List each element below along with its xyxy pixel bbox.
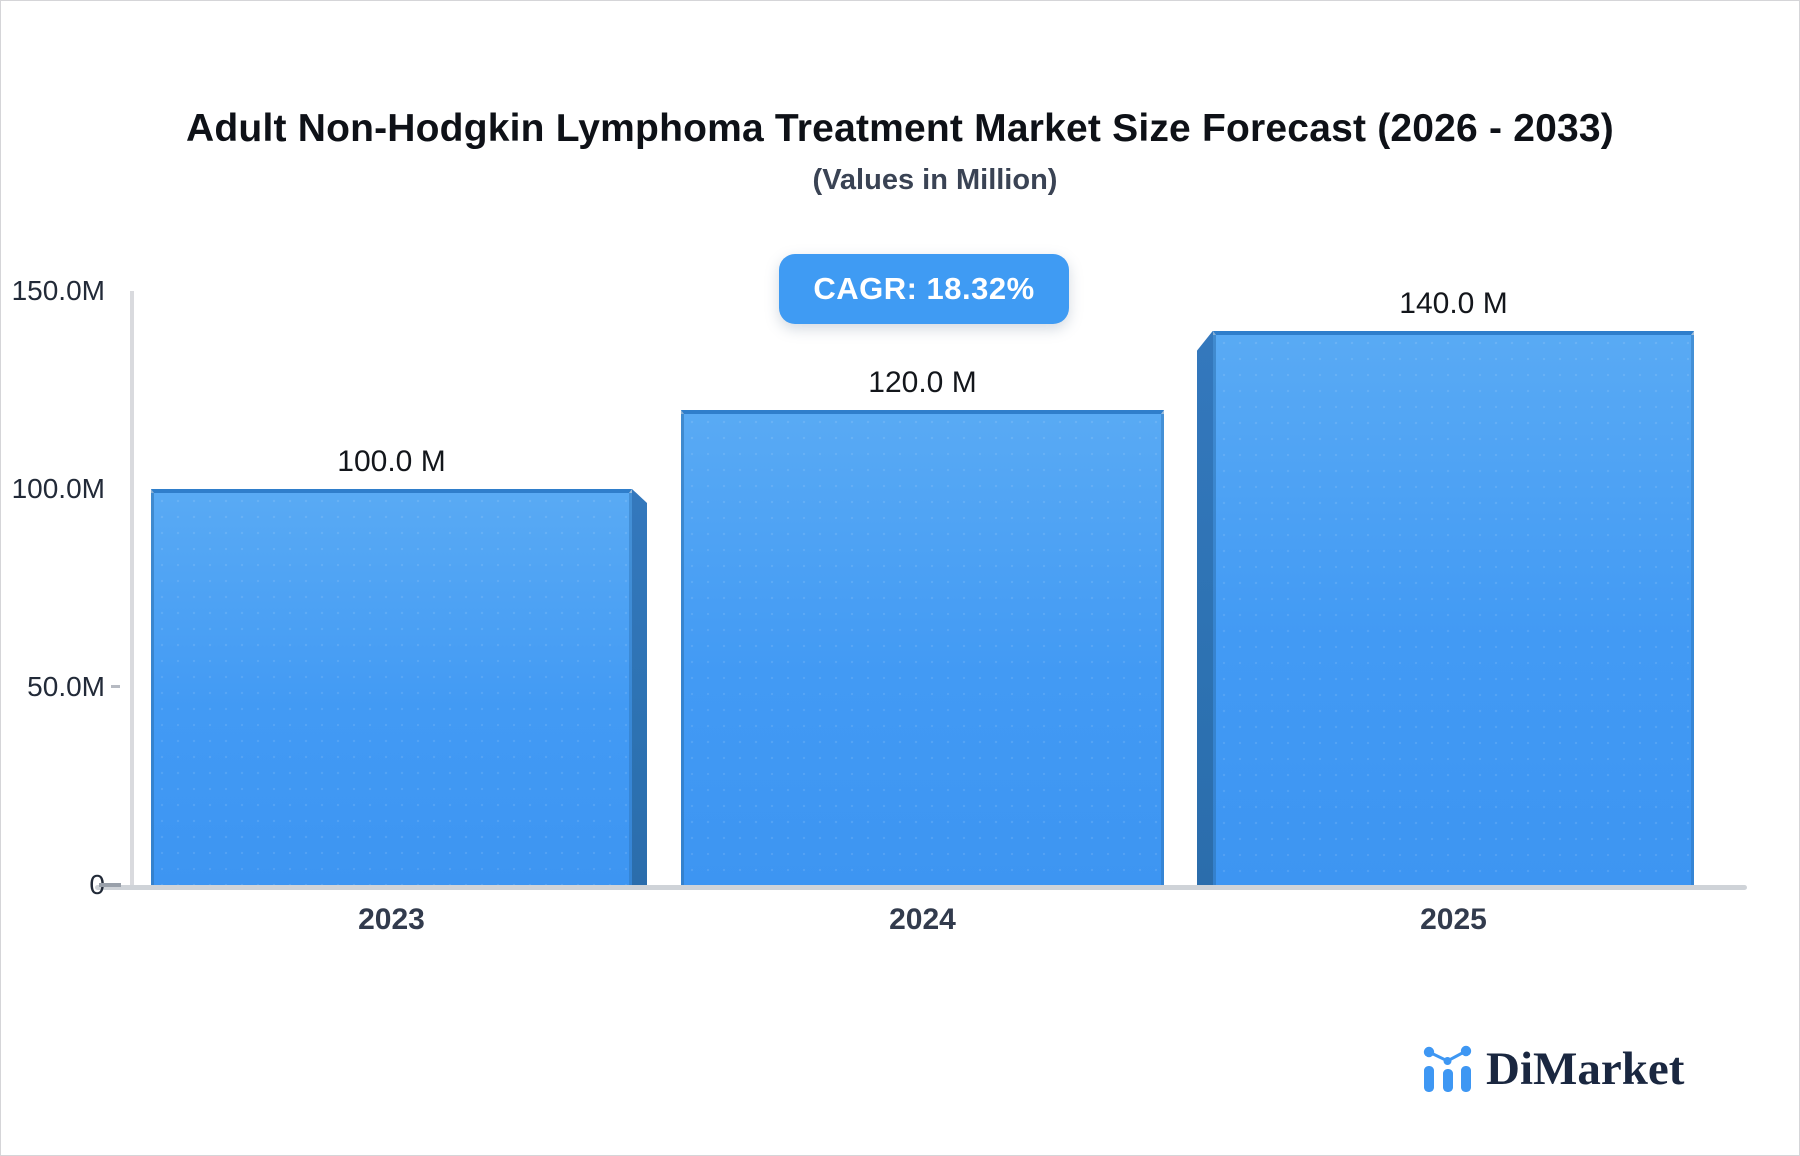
y-axis-line	[130, 291, 134, 887]
x-axis-line	[95, 885, 1747, 890]
bar-2024	[681, 409, 1164, 885]
bar-2025	[1213, 330, 1694, 885]
chart-title: Adult Non-Hodgkin Lymphoma Treatment Mar…	[186, 107, 1614, 150]
bar-value-label: 120.0 M	[868, 365, 977, 399]
cagr-badge: CAGR: 18.32%	[779, 254, 1069, 324]
x-axis-label: 2025	[1420, 903, 1487, 936]
y-axis-tick-label: 50.0M	[27, 671, 105, 702]
cagr-badge-label: CAGR: 18.32%	[813, 271, 1035, 306]
bar-value-label: 140.0 M	[1399, 286, 1508, 320]
bar-value-label: 100.0 M	[337, 445, 446, 478]
bar-3d-side-face	[632, 489, 647, 885]
dimarket-logo-icon	[1423, 1045, 1472, 1092]
x-axis-label: 2023	[358, 903, 425, 936]
bar-2023	[151, 489, 632, 885]
y-axis-tick-label: 100.0M	[11, 473, 105, 504]
y-axis-tick-mark	[111, 685, 120, 688]
y-axis-tick-label: 150.0M	[11, 275, 105, 306]
y-axis-tick-mark	[99, 883, 121, 887]
dimarket-logo-text: DiMarket	[1486, 1043, 1685, 1095]
bar-3d-side-face	[1197, 330, 1213, 885]
y-axis-tick-label: 0	[89, 869, 105, 900]
dimarket-logo: DiMarket	[1422, 1041, 1684, 1097]
chart-subtitle: (Values in Million)	[812, 164, 1058, 196]
x-axis-label: 2024	[889, 903, 956, 936]
